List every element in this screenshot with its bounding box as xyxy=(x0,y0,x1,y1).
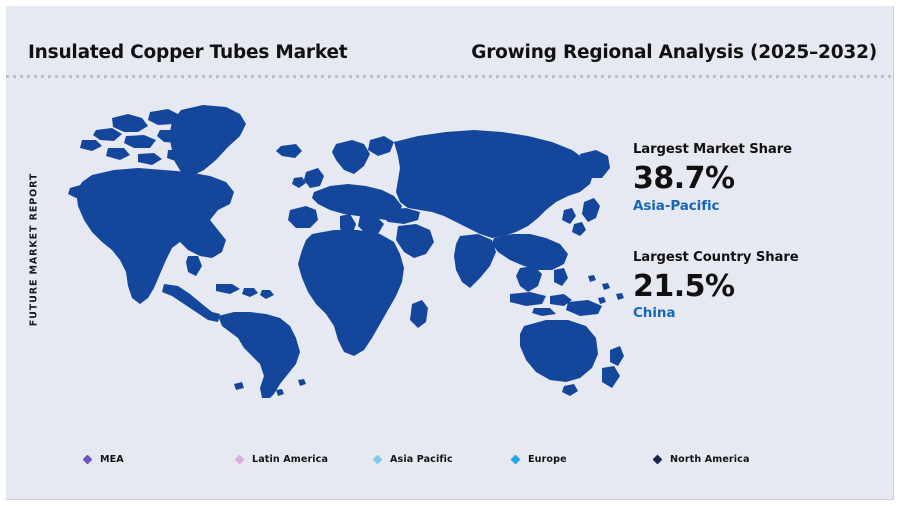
stat-label: Largest Country Share xyxy=(633,249,799,265)
stat-value: 21.5% xyxy=(633,268,735,304)
legend-item-asia-pacific: Asia Pacific xyxy=(372,454,453,465)
report-source-label: FUTURE MARKET REPORT xyxy=(28,172,40,327)
stat-region: China xyxy=(633,305,676,321)
header-divider xyxy=(6,75,893,78)
stat-label: Largest Market Share xyxy=(633,142,792,157)
page-title: Insulated Copper Tubes Market xyxy=(28,42,348,63)
legend-marker-icon xyxy=(372,454,383,465)
legend: MEA Latin America Asia Pacific Europe No… xyxy=(82,454,824,476)
stats-panel: Largest Market Share 38.7% Asia-Pacific … xyxy=(633,142,883,349)
legend-marker-icon xyxy=(82,454,93,465)
legend-marker-icon xyxy=(234,454,245,465)
legend-marker-icon xyxy=(652,454,663,465)
header: Insulated Copper Tubes Market Growing Re… xyxy=(6,6,893,75)
world-map xyxy=(68,98,628,398)
legend-item-europe: Europe xyxy=(510,454,567,465)
legend-label: MEA xyxy=(100,454,124,465)
stat-largest-market-share: Largest Market Share 38.7% Asia-Pacific xyxy=(633,142,883,214)
stat-value: 38.7% xyxy=(633,161,735,196)
world-map-svg xyxy=(68,105,624,398)
map-landmasses xyxy=(68,105,624,398)
legend-item-mea: MEA xyxy=(82,454,124,465)
stat-largest-country-share: Largest Country Share 21.5% China xyxy=(633,250,883,322)
legend-marker-icon xyxy=(510,454,521,465)
legend-label: North America xyxy=(670,454,750,465)
legend-label: Latin America xyxy=(252,454,329,465)
header-subtitle: Growing Regional Analysis (2025–2032) xyxy=(471,42,877,63)
legend-label: Asia Pacific xyxy=(390,454,453,465)
legend-item-latin-america: Latin America xyxy=(234,454,329,465)
legend-item-north-america: North America xyxy=(652,454,750,465)
stat-region: Asia-Pacific xyxy=(633,197,720,214)
infographic-frame: Insulated Copper Tubes Market Growing Re… xyxy=(6,6,894,500)
legend-label: Europe xyxy=(528,454,567,465)
